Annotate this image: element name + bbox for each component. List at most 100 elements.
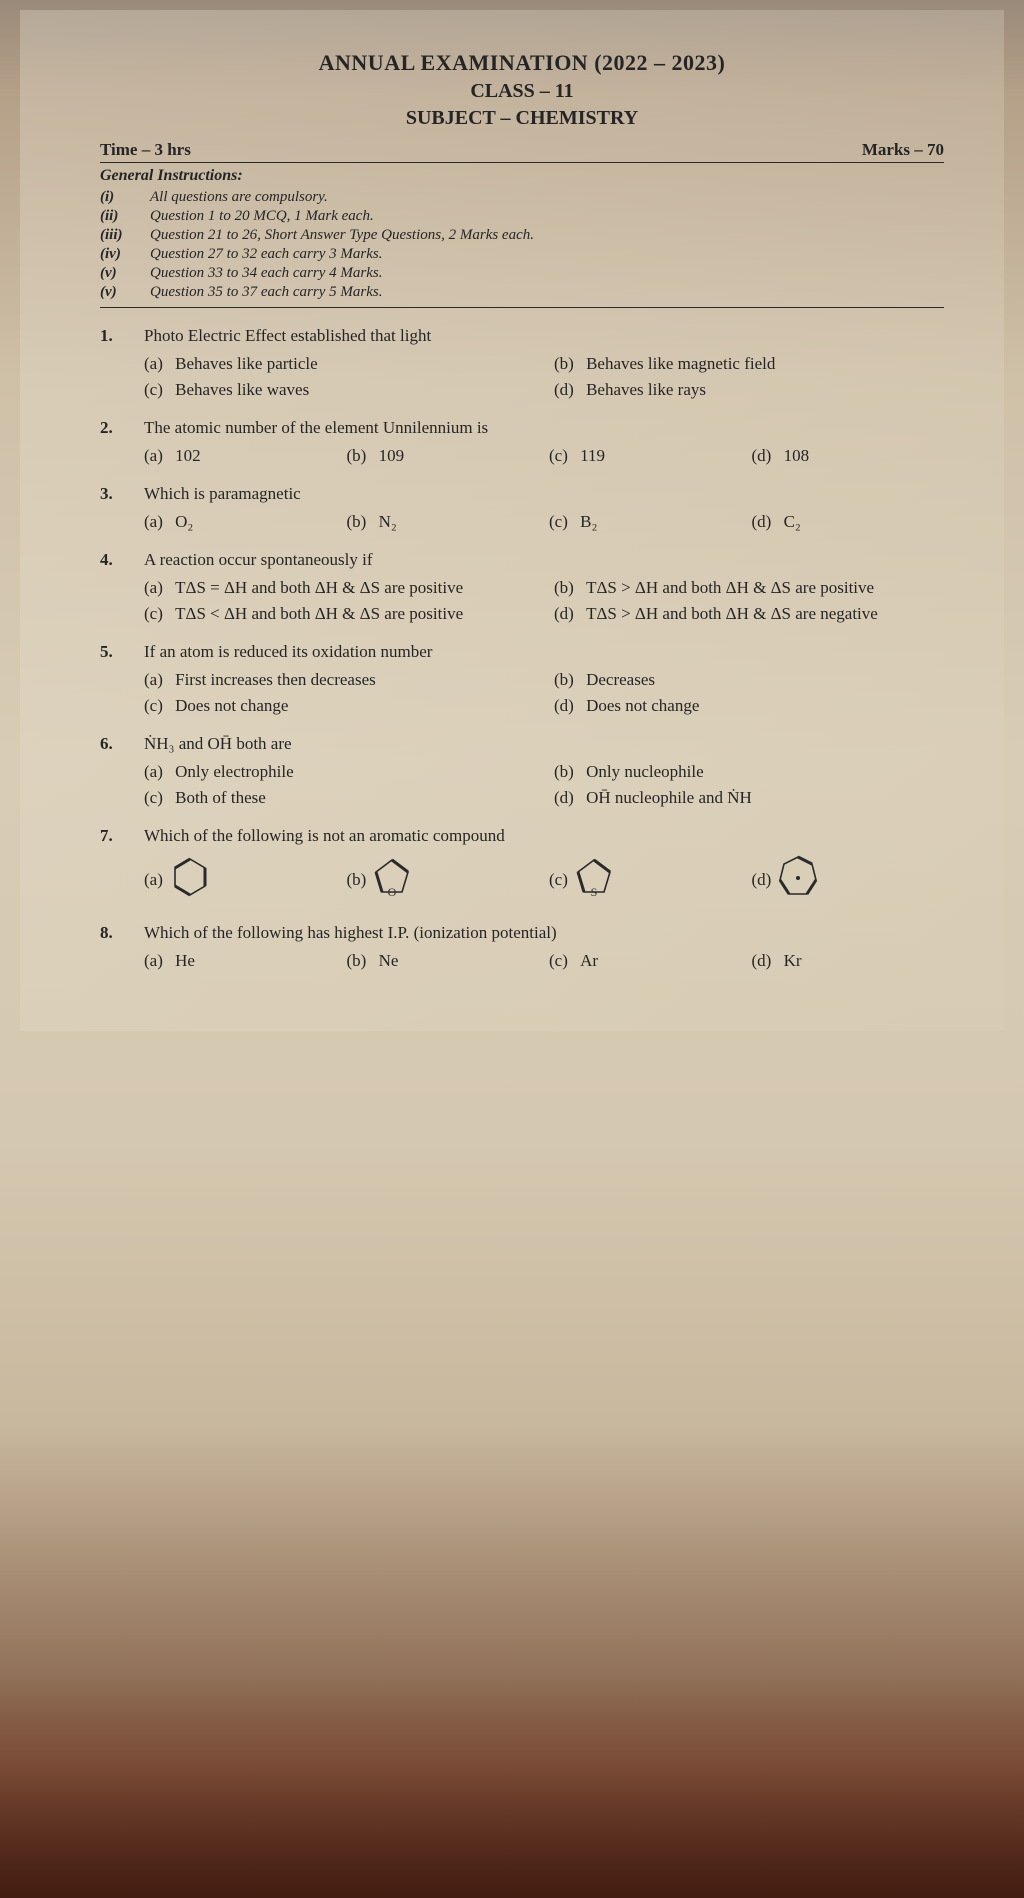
question-number: 4.: [100, 550, 128, 624]
option-d: (d) OH̄ nucleophile and ṄH: [554, 788, 944, 808]
question-stem: The atomic number of the element Unnilen…: [144, 418, 944, 438]
question-body: Which of the following is not an aromati…: [144, 826, 944, 905]
option-text: N₂: [379, 512, 397, 532]
instruction-num: (iii): [100, 227, 136, 244]
question-number: 1.: [100, 326, 128, 400]
question-body: The atomic number of the element Unnilen…: [144, 418, 944, 466]
option-text: C₂: [784, 512, 801, 532]
question-stem: ṄH₃ and OH̄ both are: [144, 734, 944, 754]
question-stem: Which is paramagnetic: [144, 484, 944, 504]
option-label: (a): [144, 870, 163, 890]
option-b: (b) 109: [347, 446, 540, 466]
options-grid: (a) Behaves like particle (b) Behaves li…: [144, 354, 944, 400]
svg-text:S: S: [591, 885, 598, 899]
option-text: O₂: [175, 512, 193, 532]
question-body: A reaction occur spontaneously if (a) TΔ…: [144, 550, 944, 624]
option-text: Behaves like particle: [175, 354, 318, 374]
question-4: 4. A reaction occur spontaneously if (a)…: [100, 550, 944, 624]
instruction-text: Question 21 to 26, Short Answer Type Que…: [150, 227, 534, 244]
option-c: (c) TΔS < ΔH and both ΔH & ΔS are positi…: [144, 604, 534, 624]
option-a: (a) Behaves like particle: [144, 354, 534, 374]
option-a: (a) 102: [144, 446, 337, 466]
furan-ring-icon: O: [370, 854, 414, 905]
instruction-text: All questions are compulsory.: [150, 189, 328, 206]
question-6: 6. ṄH₃ and OH̄ both are (a) Only electro…: [100, 734, 944, 808]
option-label: (c): [549, 512, 568, 532]
svg-text:O: O: [388, 885, 397, 899]
instruction-num: (v): [100, 284, 136, 301]
option-text: Behaves like magnetic field: [586, 354, 775, 374]
option-c: (c) S: [549, 854, 742, 905]
thiophene-ring-icon: S: [572, 854, 616, 905]
option-label: (c): [549, 870, 568, 890]
question-number: 6.: [100, 734, 128, 808]
option-label: (a): [144, 578, 163, 598]
question-stem: Which of the following is not an aromati…: [144, 826, 944, 846]
heptagon-ring-icon: [775, 854, 821, 905]
option-label: (a): [144, 512, 163, 532]
bottom-vignette: [0, 1678, 1024, 1898]
option-label: (b): [347, 512, 367, 532]
question-body: ṄH₃ and OH̄ both are (a) Only electrophi…: [144, 734, 944, 808]
option-text: TΔS = ΔH and both ΔH & ΔS are positive: [175, 578, 463, 598]
marks-label: Marks – 70: [862, 140, 944, 160]
option-text: Does not change: [175, 696, 288, 716]
option-text: 119: [580, 446, 605, 466]
instruction-item: (v)Question 33 to 34 each carry 4 Marks.: [100, 265, 944, 282]
option-b: (b) Only nucleophile: [554, 762, 944, 782]
option-label: (a): [144, 670, 163, 690]
option-text: 108: [784, 446, 810, 466]
option-label: (b): [347, 870, 367, 890]
question-stem: If an atom is reduced its oxidation numb…: [144, 642, 944, 662]
question-number: 3.: [100, 484, 128, 532]
instruction-num: (v): [100, 265, 136, 282]
option-text: He: [175, 951, 195, 971]
option-b: (b) TΔS > ΔH and both ΔH & ΔS are positi…: [554, 578, 944, 598]
option-a: (a): [144, 855, 337, 904]
question-2: 2. The atomic number of the element Unni…: [100, 418, 944, 466]
option-label: (b): [554, 762, 574, 782]
option-text: Both of these: [175, 788, 266, 808]
meta-row: Time – 3 hrs Marks – 70: [100, 140, 944, 163]
option-c: (c) 119: [549, 446, 742, 466]
option-label: (d): [554, 604, 574, 624]
option-b: (b) Ne: [347, 951, 540, 971]
question-stem: Photo Electric Effect established that l…: [144, 326, 944, 346]
option-text: Decreases: [586, 670, 655, 690]
option-text: Behaves like waves: [175, 380, 309, 400]
options-grid: (a) (b) O (c) S: [144, 854, 944, 905]
options-grid: (a) Only electrophile (b) Only nucleophi…: [144, 762, 944, 808]
option-text: 109: [379, 446, 405, 466]
option-text: TΔS > ΔH and both ΔH & ΔS are negative: [586, 604, 878, 624]
instruction-num: (ii): [100, 208, 136, 225]
option-label: (d): [554, 380, 574, 400]
option-label: (b): [554, 578, 574, 598]
instruction-item: (iv)Question 27 to 32 each carry 3 Marks…: [100, 246, 944, 263]
option-c: (c) Behaves like waves: [144, 380, 534, 400]
option-text: Kr: [784, 951, 802, 971]
options-grid: (a) 102 (b) 109 (c) 119 (d) 108: [144, 446, 944, 466]
option-label: (c): [144, 604, 163, 624]
option-label: (b): [554, 670, 574, 690]
option-c: (c) Both of these: [144, 788, 534, 808]
option-label: (d): [752, 951, 772, 971]
option-label: (b): [554, 354, 574, 374]
options-grid: (a) He (b) Ne (c) Ar (d) Kr: [144, 951, 944, 971]
option-label: (d): [752, 446, 772, 466]
exam-header: ANNUAL EXAMINATION (2022 – 2023) CLASS –…: [100, 50, 944, 130]
option-text: 102: [175, 446, 201, 466]
question-8: 8. Which of the following has highest I.…: [100, 923, 944, 971]
option-label: (a): [144, 354, 163, 374]
option-label: (d): [554, 696, 574, 716]
instructions-list: (i) All questions are compulsory. (ii) Que…: [100, 189, 944, 308]
question-number: 2.: [100, 418, 128, 466]
hexagon-ring-icon: [167, 855, 213, 904]
instruction-text: Question 1 to 20 MCQ, 1 Mark each.: [150, 208, 374, 225]
option-b: (b) Behaves like magnetic field: [554, 354, 944, 374]
option-label: (c): [144, 696, 163, 716]
option-label: (d): [752, 512, 772, 532]
option-a: (a) Only electrophile: [144, 762, 534, 782]
exam-title-line2: CLASS – 11: [100, 80, 944, 103]
instruction-num: (i): [100, 189, 136, 206]
option-d: (d) Does not change: [554, 696, 944, 716]
